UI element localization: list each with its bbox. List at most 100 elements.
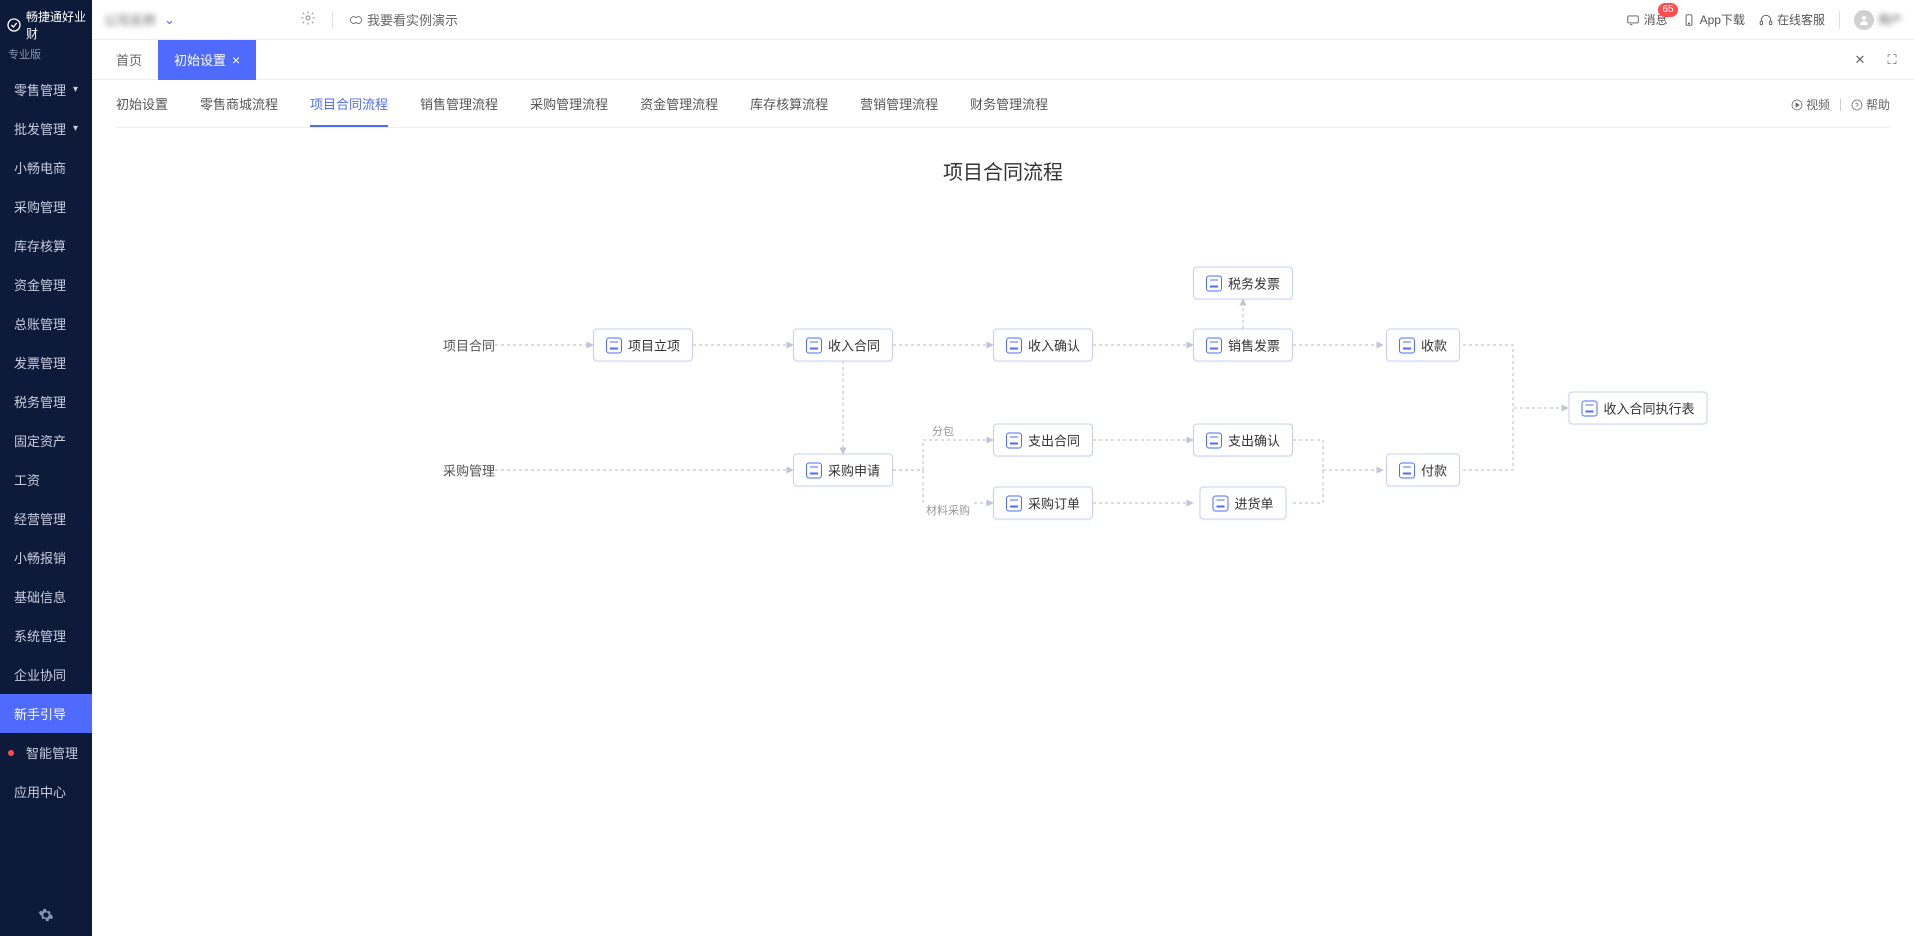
sidebar-item-5[interactable]: 资金管理 <box>0 265 92 304</box>
sidebar-settings-icon[interactable] <box>0 897 92 936</box>
sidebar-item-1[interactable]: 批发管理 ▾ <box>0 109 92 148</box>
sidebar-item-11[interactable]: 经营管理 <box>0 499 92 538</box>
brand-logo: 畅捷通好业财 <box>0 0 92 46</box>
sidebar-item-12[interactable]: 小畅报销 <box>0 538 92 577</box>
sidebar-item-label: 企业协同 <box>14 665 66 684</box>
document-icon <box>1206 432 1222 448</box>
subtab-1[interactable]: 零售商城流程 <box>200 94 278 127</box>
sidebar-item-16[interactable]: 新手引导 <box>0 694 92 733</box>
sidebar-item-3[interactable]: 采购管理 <box>0 187 92 226</box>
sidebar-item-15[interactable]: 企业协同 <box>0 655 92 694</box>
sidebar-item-6[interactable]: 总账管理 <box>0 304 92 343</box>
flow-node-n9[interactable]: 支出确认 <box>1193 424 1293 457</box>
sidebar-item-label: 发票管理 <box>14 353 66 372</box>
document-icon <box>606 337 622 353</box>
subtab-3[interactable]: 销售管理流程 <box>420 94 498 127</box>
document-icon <box>1581 400 1597 416</box>
flow-node-n3[interactable]: 收入确认 <box>993 329 1093 362</box>
flow-node-n8[interactable]: 支出合同 <box>993 424 1093 457</box>
tab-fullscreen-button[interactable]: ⛶ <box>1878 46 1906 74</box>
sidebar-item-2[interactable]: 小畅电商 <box>0 148 92 187</box>
gear-icon[interactable] <box>300 10 316 29</box>
document-icon <box>1006 495 1022 511</box>
document-icon <box>806 462 822 478</box>
video-link[interactable]: 视频 <box>1791 96 1830 113</box>
sidebar-item-9[interactable]: 固定资产 <box>0 421 92 460</box>
flow-node-n12[interactable]: 付款 <box>1386 454 1460 487</box>
sidebar-item-label: 工资 <box>14 470 40 489</box>
document-icon <box>1399 337 1415 353</box>
subtab-7[interactable]: 营销管理流程 <box>860 94 938 127</box>
user-menu[interactable]: 用户 <box>1854 10 1902 30</box>
subtab-6[interactable]: 库存核算流程 <box>750 94 828 127</box>
sidebar-item-0[interactable]: 零售管理▾ <box>0 70 92 109</box>
sidebar: 畅捷通好业财 专业版 零售管理▾ 批发管理 ▾ 小畅电商采购管理库存核算资金管理总账管… <box>0 0 92 936</box>
brand-name: 畅捷通好业财 <box>26 8 86 42</box>
sidebar-item-label: 批发管理 <box>14 119 66 138</box>
sidebar-item-8[interactable]: 税务管理 <box>0 382 92 421</box>
sidebar-item-10[interactable]: 工资 <box>0 460 92 499</box>
flowchart-canvas: 项目合同采购管理 项目立项 收入合同 收入确认 销售发票 税务发票收款采购申请 支出合同 支出… <box>303 225 1703 625</box>
sidebar-item-label: 系统管理 <box>14 626 66 645</box>
sidebar-item-label: 小畅电商 <box>14 158 66 177</box>
sidebar-item-label: 智能管理 <box>26 743 78 762</box>
sidebar-item-18[interactable]: 应用中心 <box>0 772 92 811</box>
sidebar-item-label: 资金管理 <box>14 275 66 294</box>
flow-node-n10[interactable]: 采购订单 <box>993 487 1093 520</box>
flow-node-n4[interactable]: 销售发票 <box>1193 329 1293 362</box>
sidebar-item-7[interactable]: 发票管理 <box>0 343 92 382</box>
sidebar-item-4[interactable]: 库存核算 <box>0 226 92 265</box>
tab-1[interactable]: 初始设置× <box>158 40 256 80</box>
messages-button[interactable]: 消息 65 <box>1626 11 1668 28</box>
flow-label: 项目合同 <box>443 336 495 355</box>
flow-node-n13[interactable]: 收入合同执行表 <box>1568 392 1707 425</box>
close-icon[interactable]: × <box>232 53 240 67</box>
brand-edition: 专业版 <box>0 46 92 70</box>
document-icon <box>806 337 822 353</box>
sidebar-item-label: 零售管理 <box>14 80 66 99</box>
sidebar-item-13[interactable]: 基础信息 <box>0 577 92 616</box>
flow-title: 项目合同流程 <box>116 156 1890 185</box>
demo-link[interactable]: 我要看实例演示 <box>349 10 458 29</box>
sidebar-item-label: 库存核算 <box>14 236 66 255</box>
sidebar-item-label: 基础信息 <box>14 587 66 606</box>
flow-node-n1[interactable]: 项目立项 <box>593 329 693 362</box>
tab-0[interactable]: 首页 <box>100 40 158 80</box>
document-icon <box>1006 337 1022 353</box>
help-link[interactable]: 帮助 <box>1851 96 1890 113</box>
document-icon <box>1206 337 1222 353</box>
flow-label: 采购管理 <box>443 461 495 480</box>
sidebar-item-label: 采购管理 <box>14 197 66 216</box>
main: 公司名称 ⌄ 我要看实例演示 消息 65 App下载 <box>92 0 1914 936</box>
page-tabs: 首页初始设置× ✕ ⛶ <box>92 40 1914 80</box>
subtab-0[interactable]: 初始设置 <box>116 94 168 127</box>
subtab-4[interactable]: 采购管理流程 <box>530 94 608 127</box>
flow-node-n6[interactable]: 收款 <box>1386 329 1460 362</box>
message-badge: 65 <box>1658 3 1677 17</box>
subtab-5[interactable]: 资金管理流程 <box>640 94 718 127</box>
sidebar-item-label: 应用中心 <box>14 782 66 801</box>
sidebar-item-label: 新手引导 <box>14 704 66 723</box>
content: 初始设置零售商城流程项目合同流程销售管理流程采购管理流程资金管理流程库存核算流程… <box>92 80 1914 936</box>
sidebar-item-label: 固定资产 <box>14 431 66 450</box>
sidebar-item-label: 小畅报销 <box>14 548 66 567</box>
subtab-2[interactable]: 项目合同流程 <box>310 94 388 127</box>
flow-node-n5[interactable]: 税务发票 <box>1193 267 1293 300</box>
sidebar-nav: 零售管理▾ 批发管理 ▾ 小畅电商采购管理库存核算资金管理总账管理发票管理税务管理固定… <box>0 70 92 897</box>
sidebar-item-14[interactable]: 系统管理 <box>0 616 92 655</box>
sidebar-item-label: 税务管理 <box>14 392 66 411</box>
subtab-8[interactable]: 财务管理流程 <box>970 94 1048 127</box>
chevron-down-icon: ▾ <box>73 123 78 134</box>
document-icon <box>1212 495 1228 511</box>
document-icon <box>1006 432 1022 448</box>
flow-node-n2[interactable]: 收入合同 <box>793 329 893 362</box>
tab-close-button[interactable]: ✕ <box>1846 46 1874 74</box>
sidebar-item-17[interactable]: 智能管理 <box>0 733 92 772</box>
customer-service-button[interactable]: 在线客服 <box>1759 11 1825 28</box>
app-download-button[interactable]: App下载 <box>1682 11 1745 28</box>
flow-node-n7[interactable]: 采购申请 <box>793 454 893 487</box>
flow-node-n11[interactable]: 进货单 <box>1199 487 1286 520</box>
document-icon <box>1399 462 1415 478</box>
org-selector[interactable]: 公司名称 ⌄ <box>104 10 284 29</box>
avatar-icon <box>1854 10 1874 30</box>
